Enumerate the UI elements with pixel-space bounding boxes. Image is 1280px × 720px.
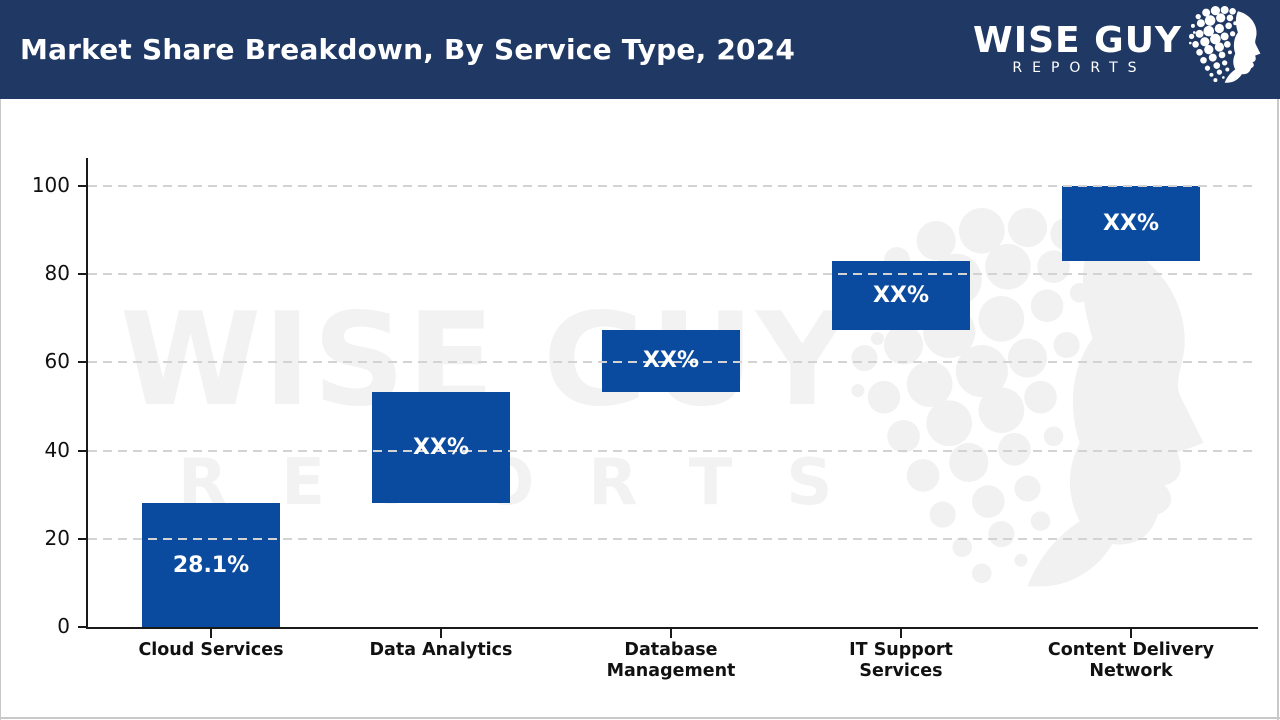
gridline-80 [88,273,1256,276]
category-label-it-support-services: IT Support Services [791,640,1011,682]
bar-content-delivery-network: XX% [1062,186,1200,262]
bar-data-analytics: XX% [372,391,510,504]
category-label-data-analytics: Data Analytics [331,640,551,661]
y-tick-60 [78,361,88,364]
x-tick-cloud-services [210,629,212,638]
brand-name: WISE GUY [972,19,1182,61]
category-label-content-delivery-network: Content Delivery Network [1021,640,1241,682]
bar-value-label: XX% [643,348,699,374]
category-label-line: IT Support [849,640,953,660]
bar-value-label: XX% [1103,211,1159,237]
x-axis-line [86,627,1258,629]
category-label-line: Cloud Services [138,640,284,660]
category-label-line: Network [1089,661,1173,681]
bar-value-label: XX% [413,434,469,460]
bar-database-management: XX% [602,329,740,392]
category-label-line: Data Analytics [369,640,513,660]
gridline-60 [88,361,1256,364]
y-tick-40 [78,449,88,452]
header-bar: Market Share Breakdown, By Service Type,… [0,0,1280,99]
brand-text: WISE GUY REPORTS [972,19,1182,77]
brand-logo: WISE GUY REPORTS [973,6,1266,92]
category-label-line: Services [859,661,943,681]
category-label-line: Database [624,640,718,660]
y-tick-label: 80 [44,261,70,286]
y-axis-line [86,158,88,629]
x-tick-it-support-services [900,629,902,638]
y-tick-0 [78,626,88,628]
bar-value-label: XX% [873,283,929,309]
gridline-20 [88,537,1256,540]
frame-edge-right [1277,99,1279,720]
gridline-40 [88,449,1256,452]
y-tick-label: 20 [44,525,70,550]
y-tick-80 [78,273,88,276]
x-tick-data-analytics [440,629,442,638]
y-tick-label: 100 [31,173,70,197]
x-tick-database-management [670,629,672,638]
bar-it-support-services: XX% [832,261,970,330]
brand-subtitle: REPORTS [1012,60,1147,77]
page-title: Market Share Breakdown, By Service Type,… [20,33,796,66]
category-label-database-management: Database Management [561,640,781,682]
category-label-line: Content Delivery [1047,640,1215,660]
category-label-line: Management [606,661,736,681]
y-tick-label: 60 [44,349,70,374]
y-tick-20 [78,537,88,540]
gridline-100 [88,185,1256,187]
x-tick-content-delivery-network [1130,629,1132,638]
bar-cloud-services: 28.1% [142,503,280,627]
y-tick-100 [78,185,88,187]
y-tick-label: 40 [44,437,70,462]
bar-value-label: 28.1% [172,552,250,578]
frame-edge-left [0,99,1,720]
y-tick-label: 0 [57,614,70,638]
category-label-cloud-services: Cloud Services [101,640,321,661]
frame-edge-bottom [0,717,1280,719]
